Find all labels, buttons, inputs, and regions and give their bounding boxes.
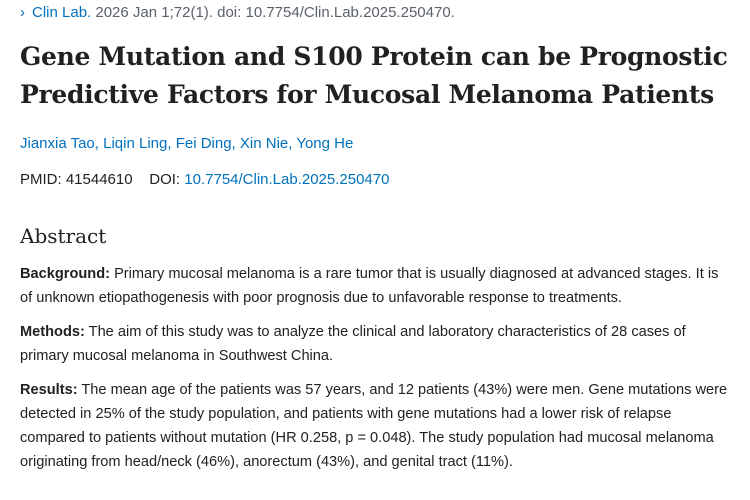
section-label: Background:	[20, 266, 110, 282]
author-link[interactable]: Yong He	[296, 135, 354, 152]
section-label: Methods:	[20, 324, 85, 340]
doi-label: DOI:	[149, 171, 181, 188]
author-link[interactable]: Jianxia Tao	[20, 135, 95, 152]
article-title: Gene Mutation and S100 Protein can be Pr…	[20, 42, 728, 109]
abstract-section-methods: Methods: The aim of this study was to an…	[20, 320, 732, 368]
journal-link[interactable]: Clin Lab.	[32, 4, 92, 21]
author-list: Jianxia Tao, Liqin Ling, Fei Ding, Xin N…	[20, 135, 354, 152]
identifiers: PMID: 41544610 DOI: 10.7754/Clin.Lab.202…	[20, 170, 389, 190]
doi-link[interactable]: 10.7754/Clin.Lab.2025.250470	[184, 171, 390, 188]
pmid-label: PMID:	[20, 171, 62, 188]
section-text: Primary mucosal melanoma is a rare tumor…	[20, 266, 719, 306]
author-link[interactable]: Fei Ding	[175, 135, 232, 152]
abstract-section-results: Results: The mean age of the patients wa…	[20, 378, 732, 474]
abstract-body: Background: Primary mucosal melanoma is …	[20, 262, 732, 484]
chevron-right-icon[interactable]: ›	[20, 4, 25, 21]
author-link[interactable]: Liqin Ling	[103, 135, 168, 152]
abstract-heading: Abstract	[20, 224, 107, 248]
section-text: The aim of this study was to analyze the…	[20, 324, 686, 364]
abstract-section-background: Background: Primary mucosal melanoma is …	[20, 262, 732, 310]
pmid-value: 41544610	[65, 171, 133, 188]
author-link[interactable]: Xin Nie	[239, 135, 289, 152]
section-label: Results:	[20, 382, 78, 398]
section-text: The mean age of the patients was 57 year…	[20, 382, 728, 470]
citation-details: 2026 Jan 1;72(1). doi: 10.7754/Clin.Lab.…	[95, 4, 455, 21]
citation-line: › Clin Lab. 2026 Jan 1;72(1). doi: 10.775…	[20, 3, 455, 23]
